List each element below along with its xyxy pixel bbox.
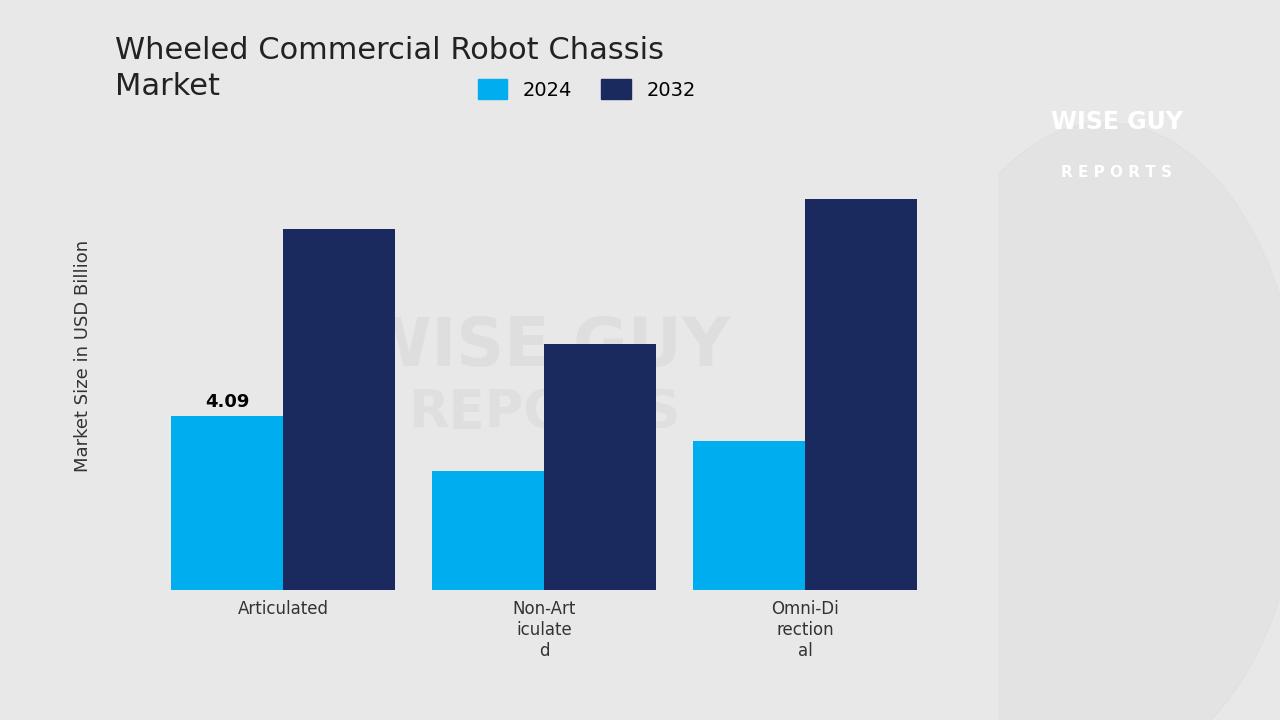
Bar bbox=[544, 343, 655, 590]
Text: WISE GUY: WISE GUY bbox=[1051, 110, 1183, 135]
Text: R E P O R T S: R E P O R T S bbox=[1061, 166, 1172, 180]
Text: REPORTS: REPORTS bbox=[408, 387, 680, 438]
Y-axis label: Market Size in USD Billion: Market Size in USD Billion bbox=[73, 240, 92, 472]
Ellipse shape bbox=[909, 122, 1280, 720]
Legend: 2024, 2032: 2024, 2032 bbox=[471, 71, 703, 107]
Bar bbox=[805, 199, 916, 590]
Text: WISE GUY: WISE GUY bbox=[358, 314, 730, 380]
Bar bbox=[172, 416, 283, 590]
Bar bbox=[433, 472, 544, 590]
Bar bbox=[694, 441, 805, 590]
Text: Wheeled Commercial Robot Chassis
Market: Wheeled Commercial Robot Chassis Market bbox=[115, 36, 664, 101]
Text: 4.09: 4.09 bbox=[205, 393, 250, 411]
Bar bbox=[283, 229, 394, 590]
